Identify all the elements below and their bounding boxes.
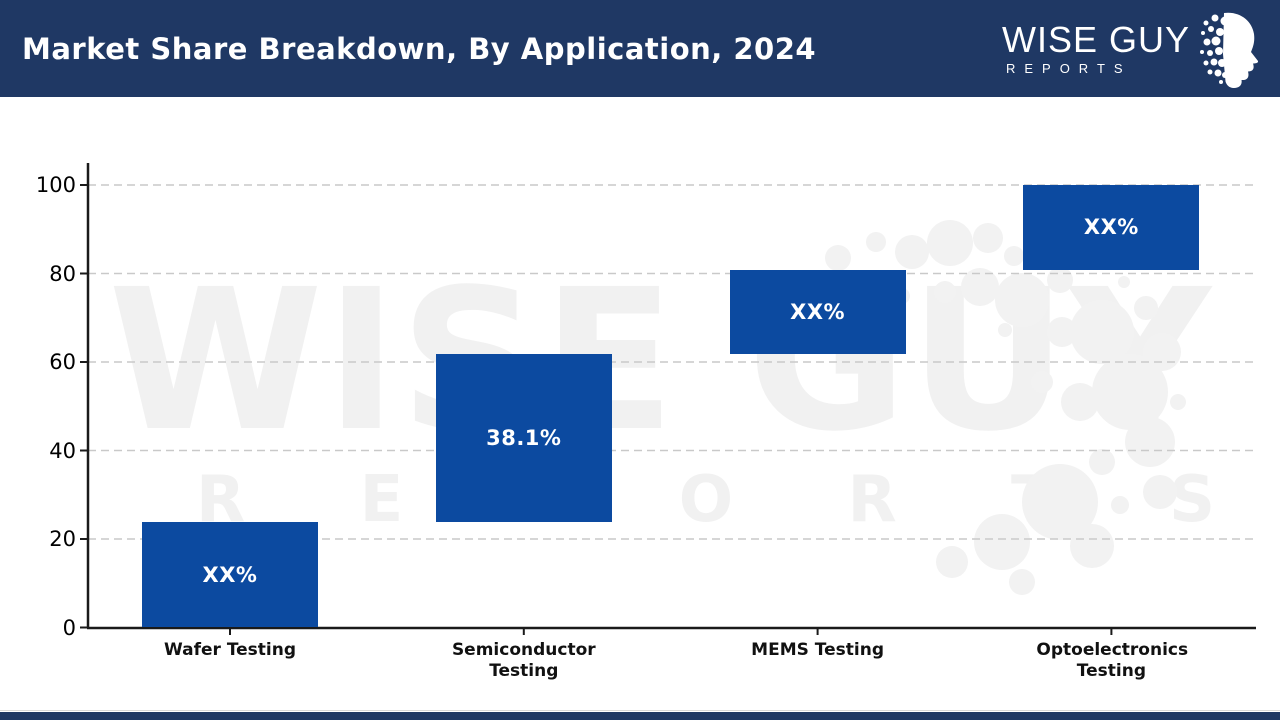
x-category-label: Wafer Testing xyxy=(163,640,297,660)
bar-segment: XX% xyxy=(729,269,906,354)
header-bar: Market Share Breakdown, By Application, … xyxy=(0,0,1280,97)
y-tick-label: 40 xyxy=(49,438,76,463)
y-tick-label: 60 xyxy=(49,350,76,374)
logo-brand-text: WISE GUY xyxy=(1001,19,1190,60)
bar-segment: XX% xyxy=(142,522,318,628)
y-tick-label: 0 xyxy=(62,615,76,640)
y-tick-label: 80 xyxy=(49,261,76,286)
bar-value-label: XX% xyxy=(202,562,258,587)
y-tick-label: 20 xyxy=(49,527,76,551)
bar-value-label: XX% xyxy=(790,299,846,324)
bar-value-label: 38.1% xyxy=(486,425,562,450)
bar-segment: XX% xyxy=(1023,185,1200,270)
logo-face-icon xyxy=(1200,12,1258,88)
bar-segment: 38.1% xyxy=(435,353,612,523)
brand-logo: WISE GUY REPORTS xyxy=(1002,9,1258,89)
chart-title: Market Share Breakdown, By Application, … xyxy=(22,31,817,66)
y-tick-label: 100 xyxy=(35,173,76,197)
footer-hairline xyxy=(0,710,1280,711)
footer-bar xyxy=(0,712,1280,720)
bar-value-label: XX% xyxy=(1083,215,1139,240)
x-category-label: Semiconductor Testing xyxy=(451,640,596,681)
x-category-label: MEMS Testing xyxy=(751,640,884,660)
logo-sub-text: REPORTS xyxy=(1005,61,1132,76)
x-category-label: Optoelectronics Testing xyxy=(1036,640,1189,681)
